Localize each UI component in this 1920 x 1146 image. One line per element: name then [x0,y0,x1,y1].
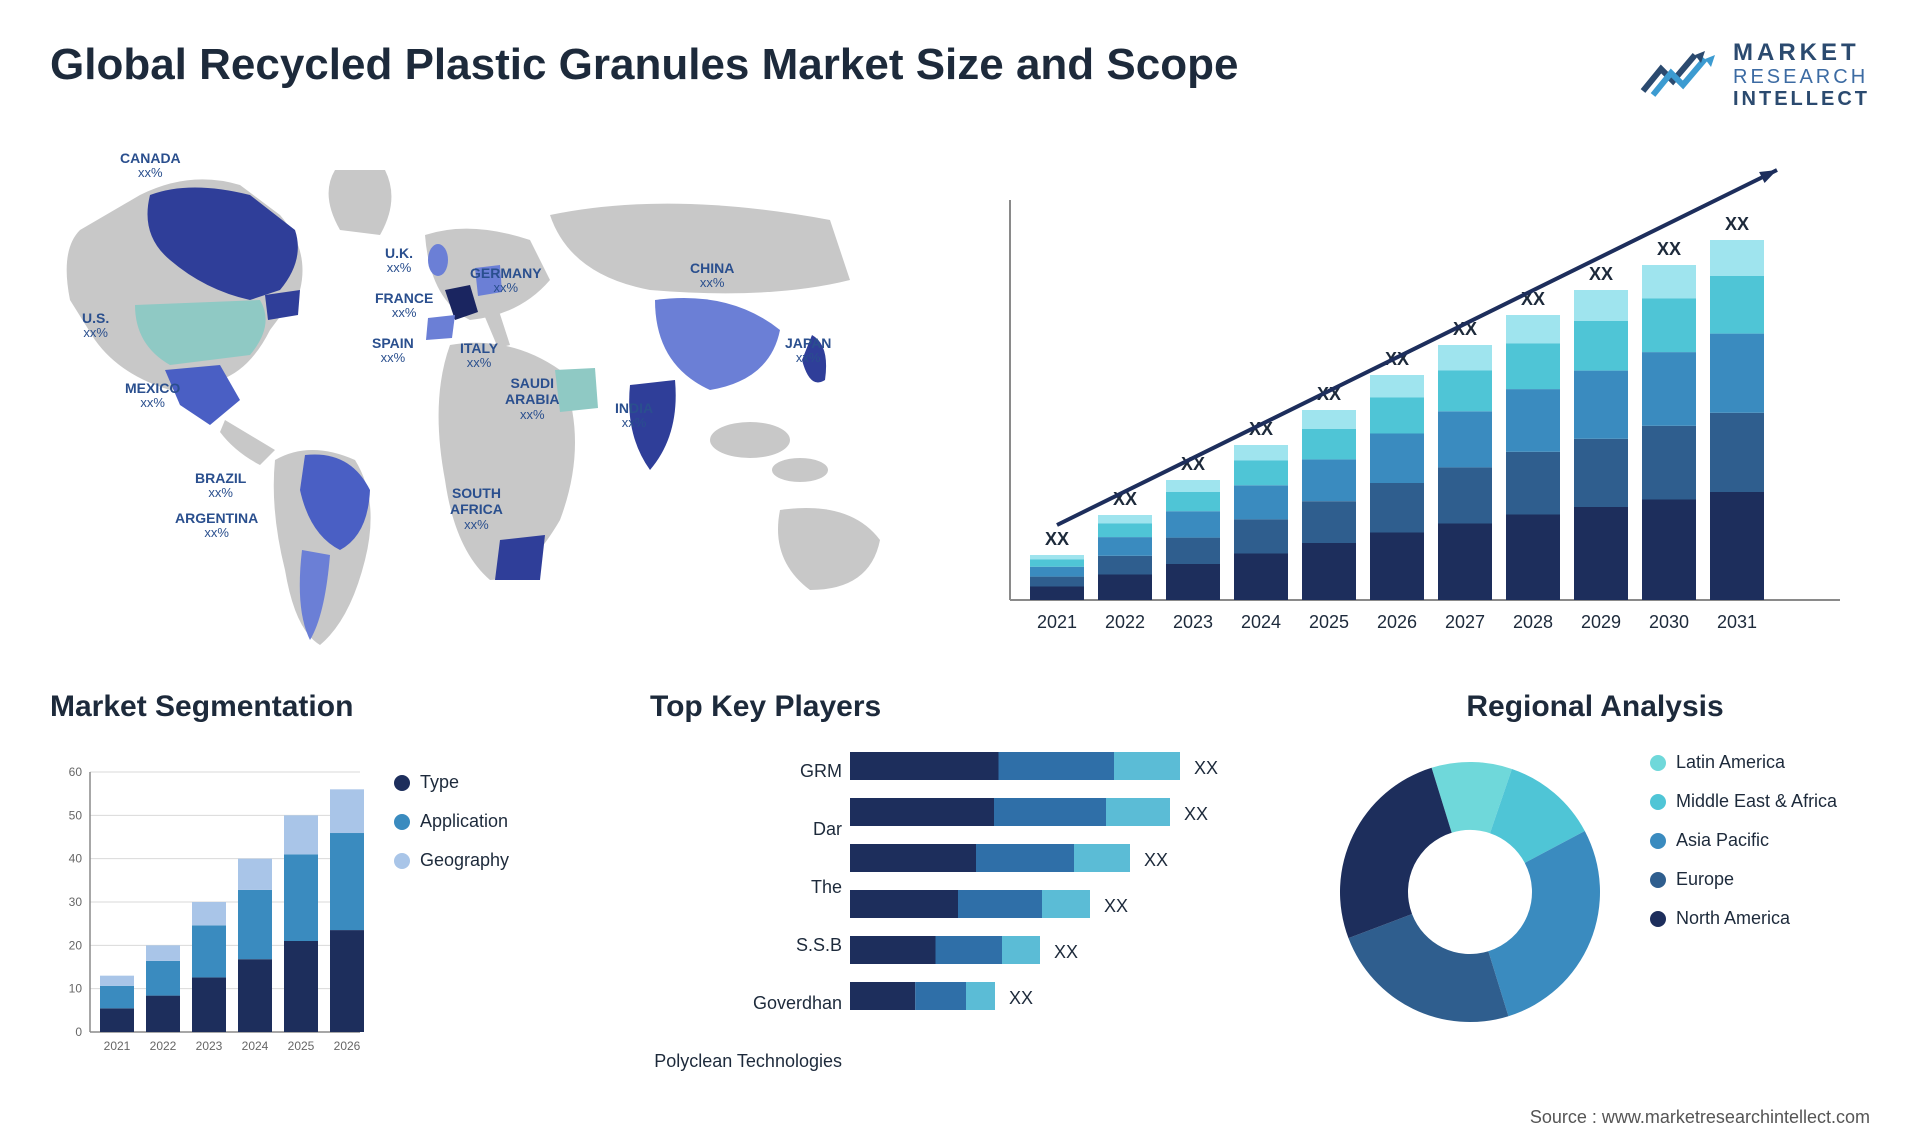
svg-text:2027: 2027 [1445,612,1485,632]
svg-text:2026: 2026 [334,1039,361,1053]
players-panel: Top Key Players GRM Dar The S.S.B Goverdhan P… [650,690,1270,1090]
svg-text:2025: 2025 [288,1039,315,1053]
map-label: GERMANYxx% [470,265,542,296]
svg-text:XX: XX [1009,988,1033,1008]
svg-text:2029: 2029 [1581,612,1621,632]
svg-text:40: 40 [69,852,83,866]
svg-text:XX: XX [1045,529,1069,549]
svg-text:XX: XX [1194,758,1218,778]
svg-text:XX: XX [1589,264,1613,284]
players-chart-svg: XX XX XX XX XX XX [850,742,1270,1062]
svg-text:XX: XX [1657,239,1681,259]
svg-text:XX: XX [1184,804,1208,824]
svg-text:2022: 2022 [1105,612,1145,632]
svg-text:XX: XX [1144,850,1168,870]
map-label: CANADAxx% [120,150,181,181]
world-map-svg [50,140,930,660]
player-label: Polyclean Technologies [650,1051,842,1072]
map-label: INDIAxx% [615,400,653,431]
growth-chart-svg: XX2021XX2022XX2023XX2024XX2025XX2026XX20… [970,140,1870,660]
logo-line3: INTELLECT [1733,88,1870,110]
legend-item: Geography [394,850,509,871]
svg-text:2021: 2021 [1037,612,1077,632]
legend-item: Latin America [1650,752,1837,773]
regional-panel: Regional Analysis Latin America Middle Ea… [1320,690,1870,1090]
brand-logo: MARKET RESEARCH INTELLECT [1639,40,1870,110]
segmentation-chart-svg: 0 10 20 30 40 50 60 2021 2022 2023 2024 2025 2026 [50,742,370,1062]
growth-chart: XX2021XX2022XX2023XX2024XX2025XX2026XX20… [970,140,1870,660]
legend-item: Middle East & Africa [1650,791,1837,812]
map-label: CHINAxx% [690,260,734,291]
logo-mark-icon [1639,45,1719,105]
segmentation-title: Market Segmentation [50,690,600,724]
players-title: Top Key Players [650,690,1270,724]
svg-text:0: 0 [75,1025,82,1039]
map-label: U.K.xx% [385,245,413,276]
legend-item: Europe [1650,869,1837,890]
map-label: MEXICOxx% [125,380,180,411]
map-label: SOUTHAFRICAxx% [450,485,503,532]
legend-item: Type [394,772,509,793]
regional-donut-svg [1320,742,1620,1042]
svg-text:XX: XX [1054,942,1078,962]
svg-text:2023: 2023 [196,1039,223,1053]
map-label: U.S.xx% [82,310,109,341]
player-label: Goverdhan [650,993,842,1014]
world-map: CANADAxx% U.S.xx% MEXICOxx% BRAZILxx% ARGENT… [50,140,930,660]
map-label: BRAZILxx% [195,470,246,501]
svg-text:2025: 2025 [1309,612,1349,632]
legend-item: North America [1650,908,1837,929]
svg-text:2024: 2024 [1241,612,1281,632]
svg-text:10: 10 [69,982,83,996]
page-title: Global Recycled Plastic Granules Market … [50,40,1238,90]
logo-line2: RESEARCH [1733,66,1870,88]
segmentation-panel: Market Segmentation 0 10 20 30 40 50 60 2021 202… [50,690,600,1090]
svg-text:2028: 2028 [1513,612,1553,632]
svg-text:XX: XX [1725,214,1749,234]
map-label: JAPANxx% [785,335,831,366]
svg-text:2030: 2030 [1649,612,1689,632]
svg-text:30: 30 [69,895,83,909]
map-label: ARGENTINAxx% [175,510,258,541]
players-labels: GRM Dar The S.S.B Goverdhan Polyclean Technol… [650,742,850,1090]
svg-text:2026: 2026 [1377,612,1417,632]
logo-line1: MARKET [1733,40,1870,66]
segmentation-legend: Type Application Geography [394,772,509,1090]
regional-title: Regional Analysis [1320,690,1870,724]
legend-item: Application [394,811,509,832]
legend-item: Asia Pacific [1650,830,1837,851]
svg-text:XX: XX [1104,896,1128,916]
svg-text:20: 20 [69,939,83,953]
map-label: SPAINxx% [372,335,414,366]
svg-text:2021: 2021 [104,1039,131,1053]
regional-legend: Latin America Middle East & Africa Asia Pa… [1650,752,1837,929]
player-label: Dar [650,819,842,840]
source-attribution: Source : www.marketresearchintellect.com [1530,1107,1870,1128]
svg-text:2023: 2023 [1173,612,1213,632]
map-label: ITALYxx% [460,340,498,371]
player-label: S.S.B [650,935,842,956]
map-label: FRANCExx% [375,290,433,321]
map-label: SAUDIARABIAxx% [505,375,559,422]
player-label: GRM [650,761,842,782]
svg-text:2031: 2031 [1717,612,1757,632]
player-label: The [650,877,842,898]
svg-text:60: 60 [69,765,83,779]
svg-text:2024: 2024 [242,1039,269,1053]
svg-text:2022: 2022 [150,1039,177,1053]
svg-text:50: 50 [69,809,83,823]
